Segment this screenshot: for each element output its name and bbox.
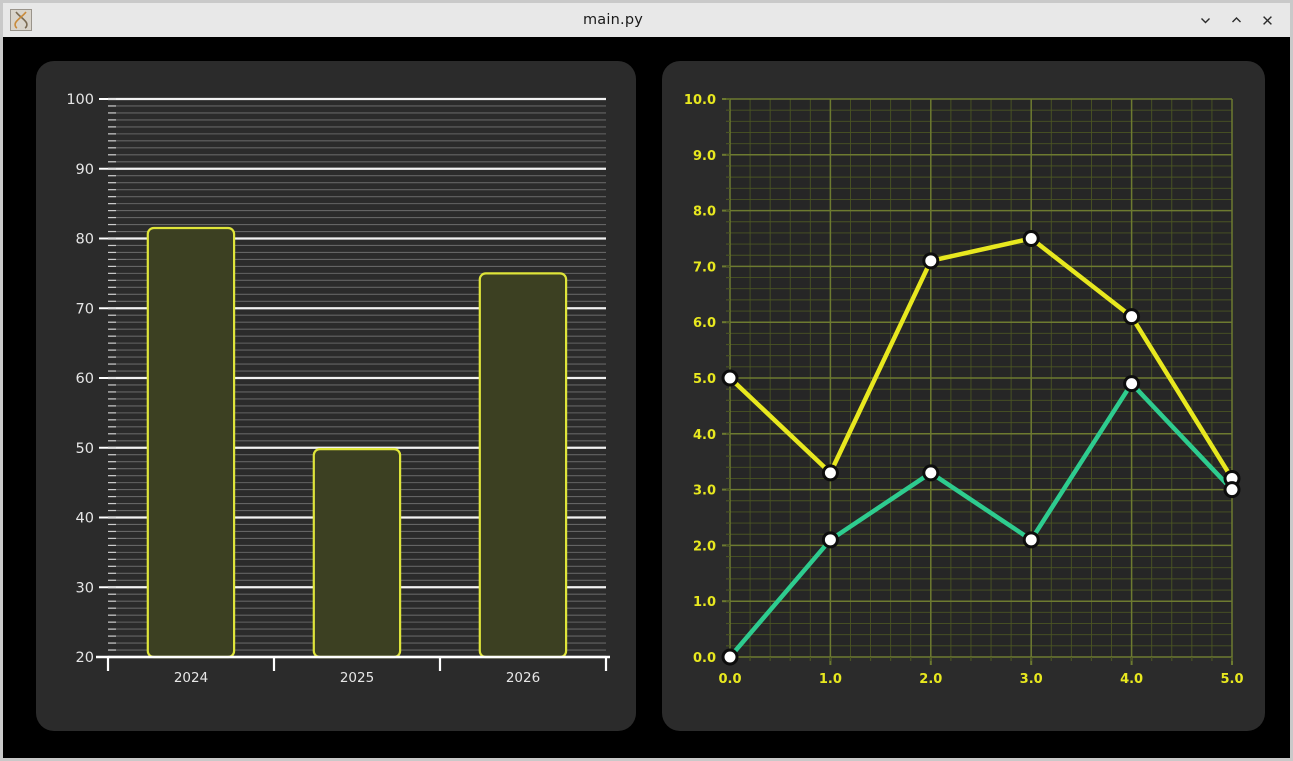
yellow-series-marker[interactable]	[922, 252, 940, 270]
line-y-tick-label: 6.0	[693, 316, 716, 331]
line-y-tick-label: 7.0	[693, 260, 716, 275]
line-chart-card: 0.0 1.0 2.0 3.0 4.0 5.0 6.0 7.0 8.0 9.0 10.0 0.0 1.0…	[662, 61, 1265, 731]
yellow-series-line[interactable]	[727, 236, 1235, 481]
bar-x-tick-label: 2025	[340, 670, 374, 686]
bar-y-tick-label: 80	[76, 232, 94, 248]
bar-y-tick-label: 50	[76, 441, 94, 457]
line-y-tick-label: 1.0	[693, 595, 716, 610]
bar-y-tick-label: 100	[66, 92, 94, 108]
yellow-series-marker[interactable]	[1123, 308, 1141, 326]
maximize-button[interactable]	[1225, 9, 1247, 31]
bar-y-tick-label: 60	[76, 371, 94, 387]
yellow-series-marker[interactable]	[721, 369, 739, 387]
green-series-line[interactable]	[727, 381, 1235, 660]
green-series-marker[interactable]	[1022, 531, 1040, 549]
line-x-tick-label: 1.0	[819, 672, 842, 687]
green-series-marker[interactable]	[1123, 375, 1141, 393]
yellow-series-marker[interactable]	[1022, 230, 1040, 247]
green-series-marker[interactable]	[1223, 481, 1241, 499]
bar-2025[interactable]	[312, 448, 402, 659]
bar-y-tick-label: 90	[76, 162, 94, 178]
bar-y-tick-label: 30	[76, 580, 94, 596]
line-chart[interactable]: 0.0 1.0 2.0 3.0 4.0 5.0 6.0 7.0 8.0 9.0 10.0 0.0 1.0…	[662, 61, 1265, 731]
title-bar: main.py	[3, 3, 1290, 37]
line-y-tick-label: 2.0	[693, 539, 716, 554]
line-x-tick-label: 4.0	[1120, 672, 1143, 687]
line-x-tick-label: 3.0	[1020, 672, 1043, 687]
green-series-marker[interactable]	[922, 464, 940, 482]
line-y-tick-label: 9.0	[693, 149, 716, 164]
close-button[interactable]	[1256, 9, 1278, 31]
bar-2024[interactable]	[146, 226, 236, 659]
line-y-tick-label: 10.0	[684, 93, 716, 108]
bar-2026[interactable]	[478, 272, 568, 659]
bar-y-tick-label: 40	[76, 511, 94, 527]
green-series-marker[interactable]	[721, 648, 739, 666]
bar-x-tick-label: 2024	[174, 670, 208, 686]
line-y-tick-label: 0.0	[693, 651, 716, 666]
line-y-tick-label: 4.0	[693, 428, 716, 443]
line-x-tick-label: 0.0	[718, 672, 741, 687]
bar-y-tick-label: 20	[76, 650, 94, 666]
bar-y-tick-label: 70	[76, 301, 94, 317]
window-title: main.py	[582, 12, 644, 28]
bar-chart[interactable]: 20 30 40 50 60 70 80 90 100 2024 2025 2026	[36, 61, 636, 731]
line-y-tick-label: 3.0	[693, 484, 716, 499]
python-script-icon	[10, 9, 32, 31]
line-x-tick-label: 2.0	[919, 672, 942, 687]
yellow-series-marker[interactable]	[821, 464, 839, 482]
line-y-tick-label: 5.0	[693, 372, 716, 387]
window-content: 20 30 40 50 60 70 80 90 100 2024 2025 2026 0.0 1.0 2.…	[6, 37, 1287, 755]
minimize-button[interactable]	[1194, 9, 1216, 31]
line-x-tick-label: 5.0	[1220, 672, 1243, 687]
window-controls	[1194, 9, 1278, 31]
bar-x-tick-label: 2026	[506, 670, 540, 686]
line-y-tick-label: 8.0	[693, 205, 716, 220]
bar-chart-card: 20 30 40 50 60 70 80 90 100 2024 2025 2026	[36, 61, 636, 731]
green-series-marker[interactable]	[821, 531, 839, 549]
